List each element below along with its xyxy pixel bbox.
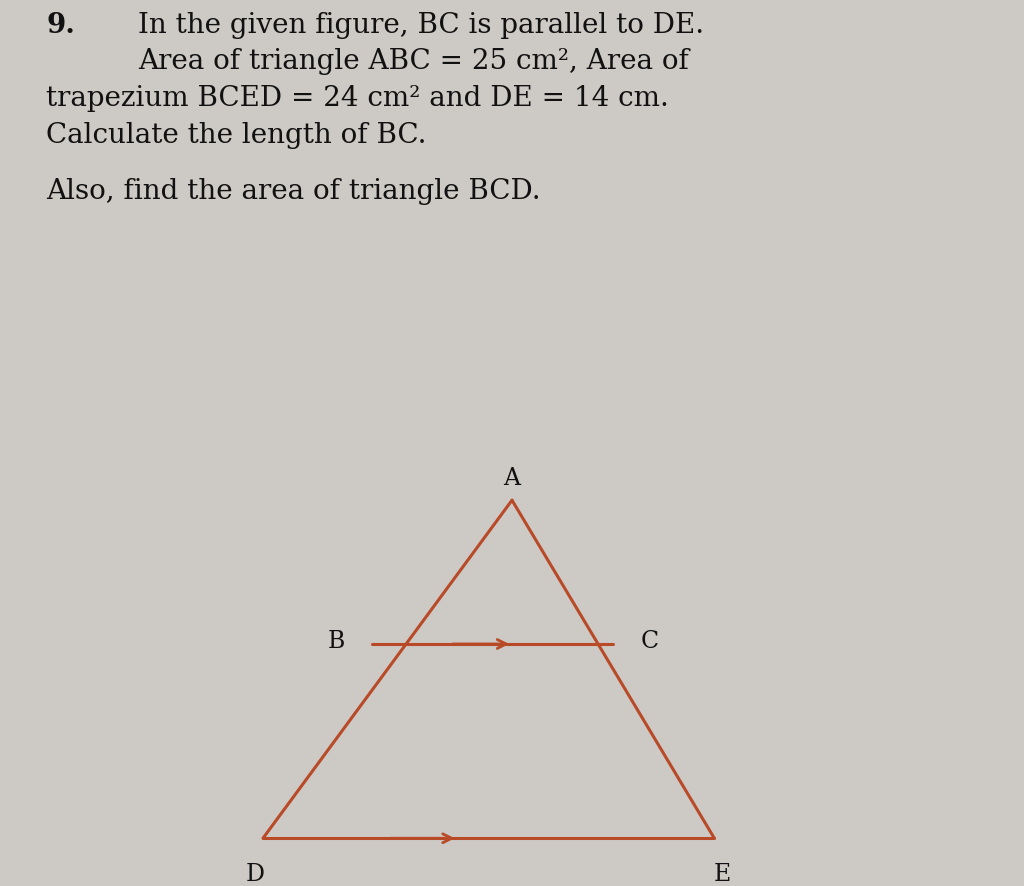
Text: 9.: 9. (46, 12, 75, 38)
Text: D: D (246, 861, 264, 884)
Text: A: A (504, 466, 520, 489)
Text: Also, find the area of triangle BCD.: Also, find the area of triangle BCD. (46, 177, 541, 205)
Text: trapezium BCED = 24 cm² and DE = 14 cm.: trapezium BCED = 24 cm² and DE = 14 cm. (46, 85, 669, 113)
Text: Calculate the length of BC.: Calculate the length of BC. (46, 122, 427, 149)
Text: E: E (714, 861, 731, 884)
Text: In the given figure, BC is parallel to DE.: In the given figure, BC is parallel to D… (138, 12, 705, 38)
Text: C: C (640, 629, 658, 652)
Text: B: B (328, 629, 345, 652)
Text: Area of triangle ABC = 25 cm², Area of: Area of triangle ABC = 25 cm², Area of (138, 49, 689, 75)
